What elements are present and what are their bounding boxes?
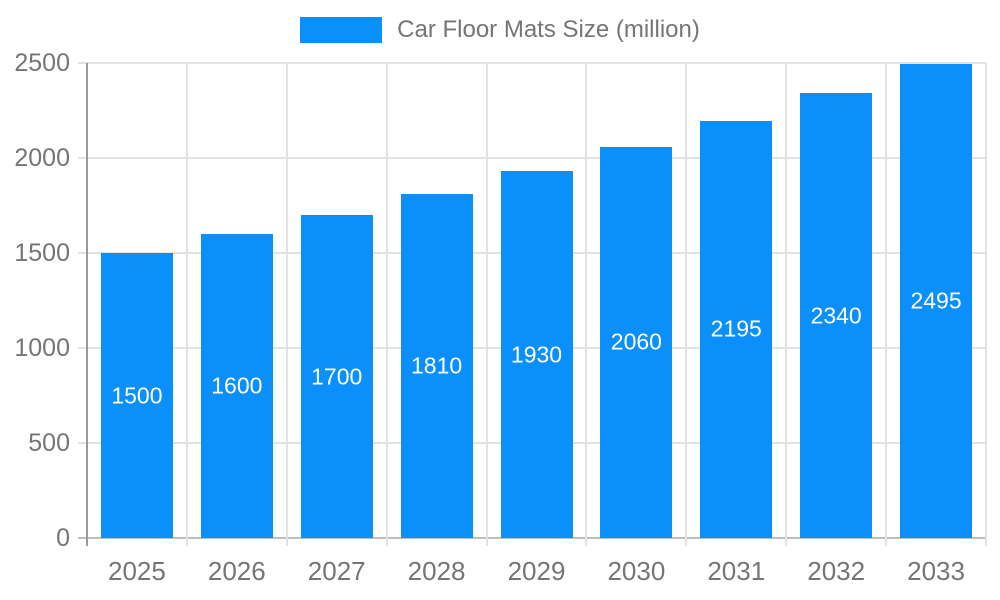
y-axis-tick-label: 0 [56,524,70,552]
bar-value-label: 1600 [211,372,263,399]
x-gridline [685,63,687,546]
y-axis-tick-label: 1000 [14,334,70,362]
bar-2027[interactable]: 1700 [300,215,373,538]
x-gridline [386,63,388,546]
bar-2029[interactable]: 1930 [500,171,573,538]
bar-value-label: 2195 [710,315,762,342]
bar-2032[interactable]: 2340 [800,93,873,538]
bar-2026[interactable]: 1600 [200,234,273,538]
y-axis-tick-label: 1500 [14,239,70,267]
x-gridline [286,63,288,546]
x-axis-tick-label: 2027 [307,556,366,586]
y-axis-tick-label: 2500 [14,49,70,77]
y-gridline [78,62,986,64]
chart-legend[interactable]: Car Floor Mats Size (million) [0,17,1000,43]
y-gridline [78,537,986,539]
bar-2030[interactable]: 2060 [600,146,673,538]
x-gridline [885,63,887,546]
x-gridline [585,63,587,546]
bar-2025[interactable]: 1500 [100,253,173,538]
y-axis-tick-label: 2000 [14,144,70,172]
x-gridline [186,63,188,546]
bar-value-label: 1500 [111,382,163,408]
x-gridline [785,63,787,546]
bar-value-label: 2495 [910,287,962,314]
bar-2031[interactable]: 2195 [700,120,773,538]
x-axis-tick-label: 2029 [507,556,566,586]
x-axis-tick-label: 2033 [907,556,965,586]
legend-swatch [300,17,383,43]
x-axis-tick-label: 2028 [407,556,466,586]
legend-label: Car Floor Mats Size (million) [397,16,700,43]
bar-value-label: 1810 [411,352,463,379]
x-gridline [985,63,987,546]
x-axis-tick-label: 2025 [108,556,166,586]
y-axis-line [86,63,88,546]
bar-value-label: 2340 [810,302,862,329]
bar-value-label: 1700 [311,363,363,389]
bar-value-label: 2060 [610,328,662,355]
y-gridline [78,157,986,159]
x-axis-tick-label: 2026 [207,556,266,586]
bar-2028[interactable]: 1810 [400,194,473,538]
plot-area: 0 500 1000 1500 2000 2500 1500 2025 1600 2026 1700… [14,50,987,586]
bar-2033[interactable]: 2495 [900,63,973,538]
x-gridline [486,63,488,546]
y-axis-tick-label: 500 [28,429,70,457]
bar-value-label: 1930 [510,341,563,368]
x-axis-tick-label: 2031 [707,556,766,586]
x-axis-tick-label: 2032 [807,556,866,586]
x-axis-tick-label: 2030 [607,556,666,586]
